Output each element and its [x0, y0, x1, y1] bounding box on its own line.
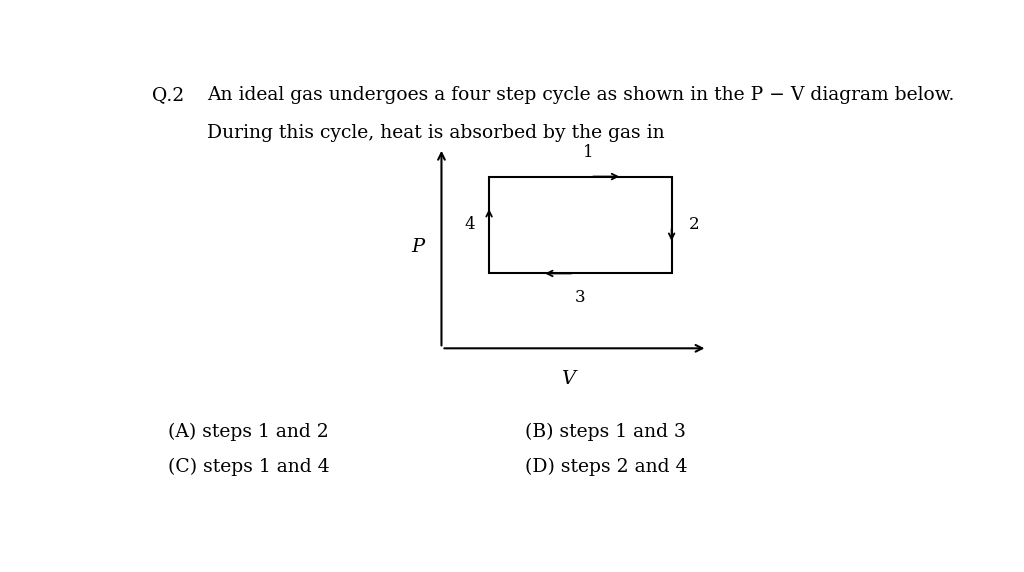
Text: 2: 2: [689, 216, 699, 233]
Bar: [489, 177, 672, 273]
Text: 4: 4: [464, 216, 475, 233]
Text: During this cycle, heat is absorbed by the gas in: During this cycle, heat is absorbed by t…: [207, 124, 665, 142]
Text: P: P: [411, 238, 424, 256]
Text: (C) steps 1 and 4: (C) steps 1 and 4: [168, 458, 330, 476]
Text: (D) steps 2 and 4: (D) steps 2 and 4: [524, 458, 687, 476]
Text: V: V: [561, 370, 575, 388]
Text: (B) steps 1 and 3: (B) steps 1 and 3: [524, 423, 686, 441]
Text: Q.2: Q.2: [152, 86, 184, 104]
Text: 1: 1: [583, 144, 594, 161]
Text: (A) steps 1 and 2: (A) steps 1 and 2: [168, 423, 329, 441]
Text: An ideal gas undergoes a four step cycle as shown in the P − V diagram below.: An ideal gas undergoes a four step cycle…: [207, 86, 954, 104]
Text: 3: 3: [575, 289, 586, 306]
